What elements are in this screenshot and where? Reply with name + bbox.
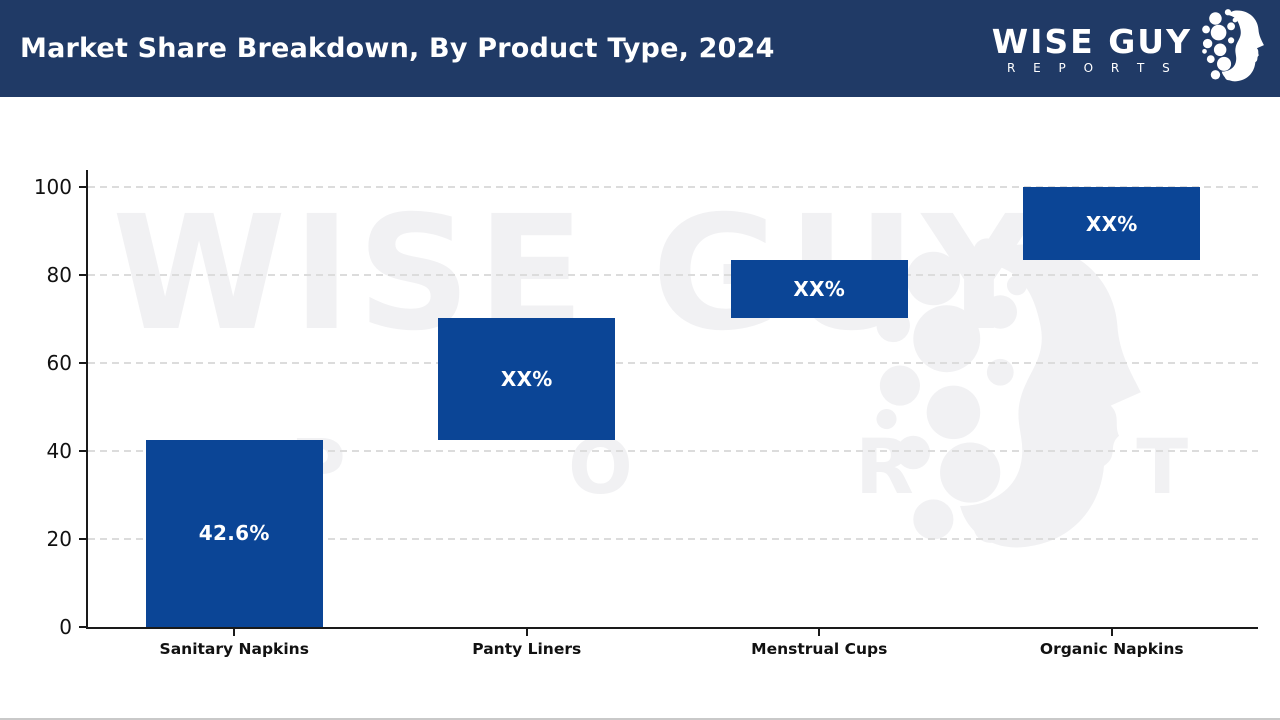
wiseguy-face-icon [1202, 9, 1264, 82]
ytick-label-0: 0 [59, 615, 72, 639]
bar-organic-napkins: XX% [1023, 187, 1201, 261]
ytick-mark-100 [79, 186, 86, 188]
x-axis-line [86, 627, 1258, 629]
bar-panty-liners: XX% [438, 318, 616, 440]
ytick-label-100: 100 [33, 175, 72, 199]
gridline-y80 [88, 274, 1258, 276]
bar-sanitary-napkins: 42.6% [145, 439, 323, 627]
xtick-mark-0 [233, 629, 236, 636]
xtick-mark-1 [525, 629, 528, 636]
bar-value-label: 42.6% [198, 521, 270, 546]
bar-value-label: XX% [793, 277, 846, 302]
ytick-mark-0 [79, 626, 86, 628]
xtick-mark-2 [818, 629, 821, 636]
ytick-label-20: 20 [46, 527, 72, 551]
gridline-y20 [88, 538, 1258, 540]
wiseguy-logo: WISE GUY R E P O R T S [992, 6, 1274, 92]
page-title: Market Share Breakdown, By Product Type,… [20, 33, 775, 64]
bar-menstrual-cups: XX% [730, 260, 908, 319]
xtick-label-0: Sanitary Napkins [159, 640, 309, 658]
y-axis-line [86, 170, 88, 629]
logo-brand-name: WISE GUY [991, 21, 1192, 61]
logo-brand-subtitle: R E P O R T S [1006, 60, 1177, 75]
chart-canvas: WISE GUY P O R T S 020406080100Sanitary … [0, 97, 1280, 718]
bar-value-label: XX% [500, 366, 553, 391]
ytick-label-80: 80 [46, 263, 72, 287]
xtick-mark-3 [1110, 629, 1113, 636]
bar-value-label: XX% [1085, 211, 1138, 236]
gridline-y100 [88, 186, 1258, 188]
bottom-border [0, 718, 1280, 720]
header-bar: Market Share Breakdown, By Product Type,… [0, 0, 1280, 97]
xtick-label-3: Organic Napkins [1039, 640, 1184, 658]
ytick-mark-20 [79, 538, 86, 540]
xtick-label-1: Panty Liners [472, 640, 582, 658]
plot-area: 0 20 40 60 80 100 Sanitary Napkins Panty Liners… [0, 97, 1280, 718]
wiseguy-logo-text: WISE GUY R E P O R T S [992, 25, 1192, 74]
ytick-mark-40 [79, 450, 86, 452]
ytick-label-40: 40 [46, 439, 72, 463]
ytick-mark-60 [79, 362, 86, 364]
ytick-label-60: 60 [46, 351, 72, 375]
gridline-y40 [88, 450, 1258, 452]
gridline-y60 [88, 362, 1258, 364]
ytick-mark-80 [79, 274, 86, 276]
xtick-label-2: Menstrual Cups [751, 640, 888, 658]
watermark-text-line2: P O R T S [290, 422, 1280, 511]
